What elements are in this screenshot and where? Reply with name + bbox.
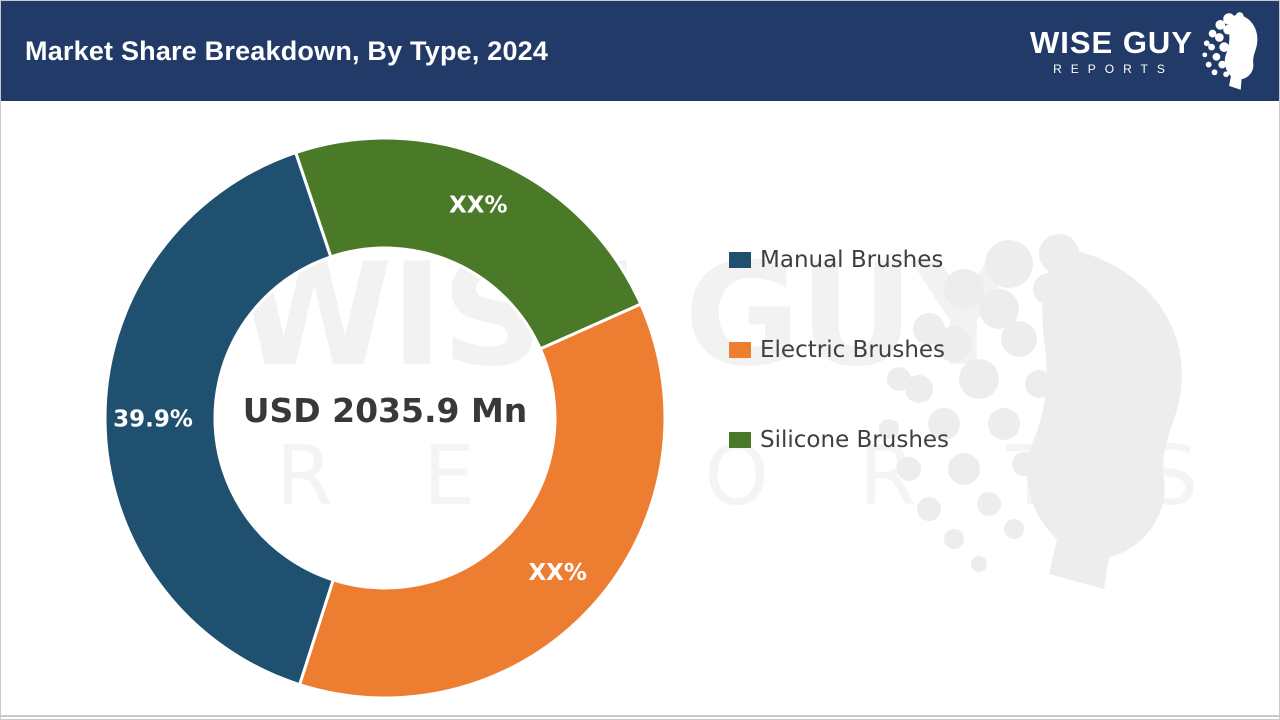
donut-segment-manual-brushes xyxy=(103,151,335,687)
page-title: Market Share Breakdown, By Type, 2024 xyxy=(25,35,549,66)
legend-item-electric-brushes: Electric Brushes xyxy=(729,337,949,363)
segment-percent-label: XX% xyxy=(528,560,587,586)
logo-text: WISE GUY REPORTS xyxy=(1030,27,1193,75)
legend-swatch-manual xyxy=(729,252,751,268)
head-profile-icon xyxy=(1202,12,1258,90)
logo-wordmark: WISE GUY xyxy=(1029,25,1193,60)
donut-segment-silicone-brushes xyxy=(294,136,643,351)
legend-label: Silicone Brushes xyxy=(760,426,950,453)
legend-swatch-silicone xyxy=(729,432,751,448)
donut-segment-electric-brushes xyxy=(298,302,667,700)
legend-label: Manual Brushes xyxy=(760,246,944,273)
logo-subtitle: REPORTS xyxy=(1053,62,1174,76)
legend-swatch-electric xyxy=(729,342,751,358)
segment-percent-label: XX% xyxy=(449,193,508,219)
legend-item-manual-brushes: Manual Brushes xyxy=(729,247,949,273)
segment-percent-label: 39.9% xyxy=(113,407,193,433)
watermark-head-dots-icon xyxy=(879,234,1182,589)
legend-label: Electric Brushes xyxy=(760,336,946,363)
wise-guy-logo: WISE GUY REPORTS xyxy=(1030,10,1261,92)
legend-item-silicone-brushes: Silicone Brushes xyxy=(729,427,949,453)
chart-legend: Manual Brushes Electric Brushes Silicone… xyxy=(729,247,949,517)
chart-center-value: USD 2035.9 Mn xyxy=(242,391,528,430)
header: Market Share Breakdown, By Type, 2024 WI… xyxy=(1,1,1279,101)
donut-chart: XX% XX% 39.9% xyxy=(103,136,667,700)
bottom-divider xyxy=(1,715,1279,717)
